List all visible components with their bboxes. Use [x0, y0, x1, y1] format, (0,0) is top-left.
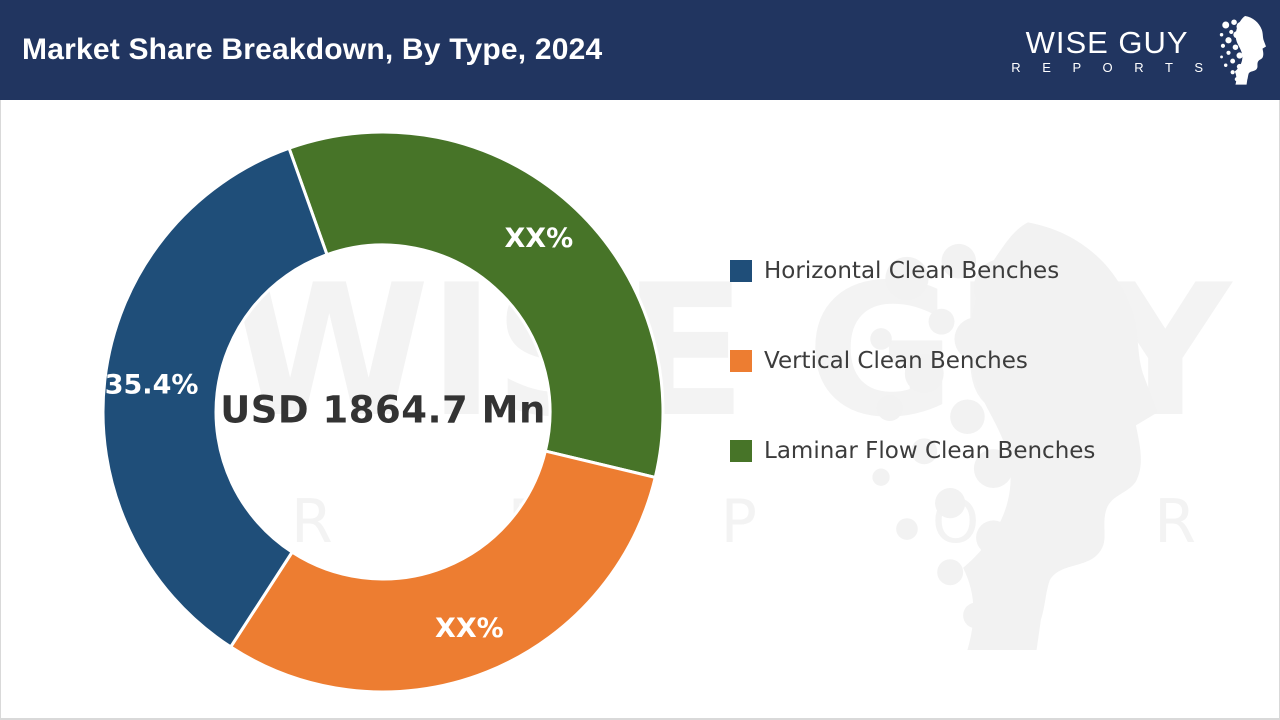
header-bar: Market Share Breakdown, By Type, 2024 WI… [0, 0, 1280, 100]
donut-segment-0 [287, 130, 665, 479]
donut-center-value: USD 1864.7 Mn [220, 389, 546, 432]
donut-segment-2 [101, 146, 329, 649]
legend-item: Laminar Flow Clean Benches [730, 426, 1095, 476]
logo-wordmark: WISE GUY [1025, 24, 1189, 60]
legend-swatch-icon [730, 440, 752, 462]
slice-value-label-1: XX% [435, 613, 504, 644]
legend-label: Horizontal Clean Benches [764, 258, 1060, 284]
slice-value-label-2: 35.4% [105, 369, 199, 400]
legend-label: Laminar Flow Clean Benches [764, 438, 1096, 464]
legend-label: Vertical Clean Benches [764, 348, 1028, 374]
wise-guy-logo: WISE GUY R E P O R T S [1002, 10, 1266, 90]
logo-subtitle: R E P O R T S [1011, 59, 1212, 75]
chart-area: WISE GUY R E P O R T S USD 1864.7 Mn XX%… [0, 100, 1280, 720]
donut-segment-1 [229, 449, 657, 694]
legend-swatch-icon [730, 350, 752, 372]
legend-item: Vertical Clean Benches [730, 336, 1095, 386]
legend-item: Horizontal Clean Benches [730, 246, 1095, 296]
chart-legend: Horizontal Clean Benches Vertical Clean … [730, 246, 1095, 476]
legend-swatch-icon [730, 260, 752, 282]
donut-chart: USD 1864.7 Mn XX% XX% 35.4% [101, 130, 665, 694]
logo-face-icon [1216, 10, 1266, 90]
slice-value-label-0: XX% [504, 223, 573, 254]
logo-text: WISE GUY R E P O R T S [1002, 27, 1212, 74]
page-title: Market Share Breakdown, By Type, 2024 [22, 33, 603, 66]
